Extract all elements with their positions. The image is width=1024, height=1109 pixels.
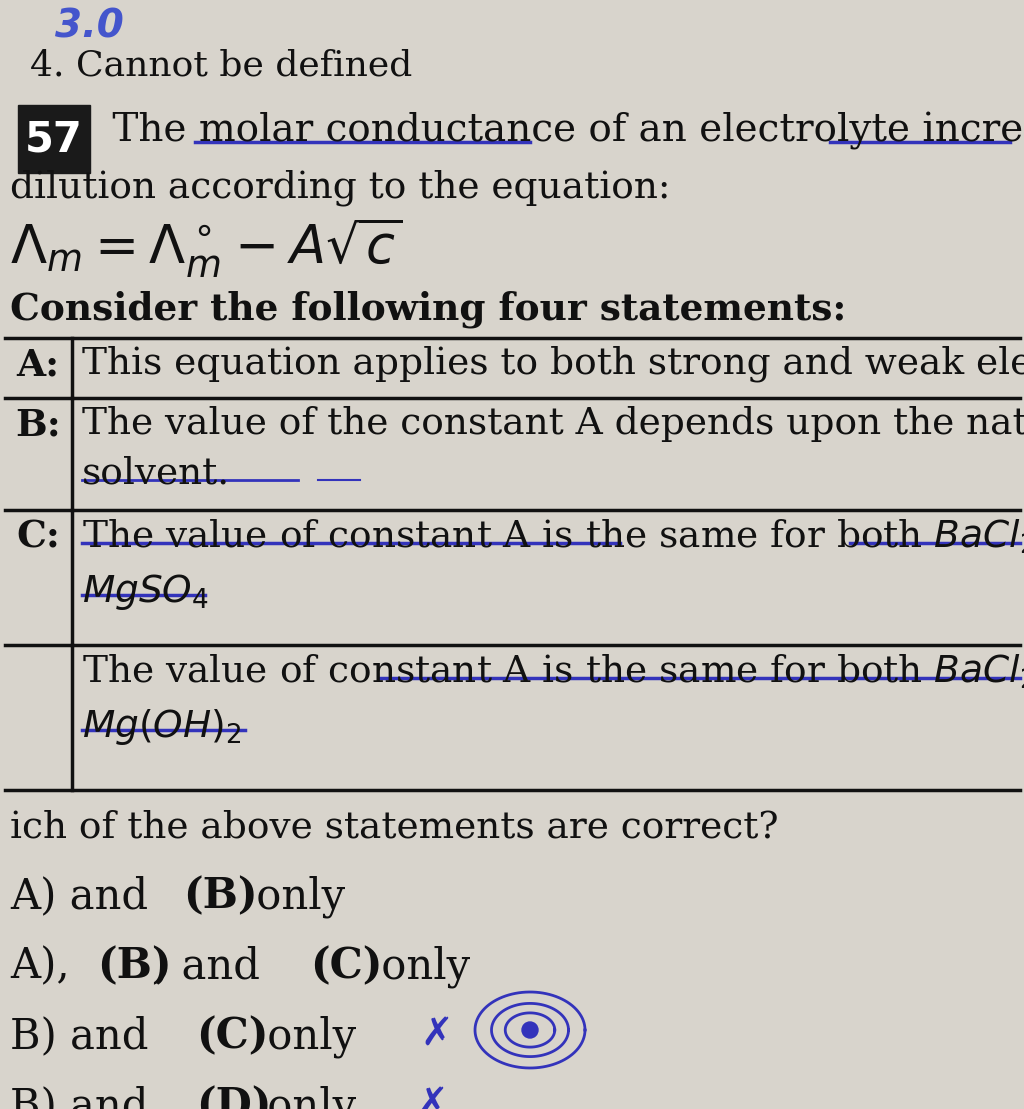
Text: B) and: B) and	[10, 1085, 162, 1109]
Text: (B): (B)	[183, 875, 258, 917]
Text: dilution according to the equation:: dilution according to the equation:	[10, 170, 671, 206]
Text: (C): (C)	[310, 945, 383, 987]
Text: only: only	[243, 875, 345, 917]
Text: $Mg(OH)_2$: $Mg(OH)_2$	[82, 708, 242, 747]
Text: The molar conductance of an electrolyte increases: The molar conductance of an electrolyte …	[100, 112, 1024, 150]
Text: Consider the following four statements:: Consider the following four statements:	[10, 289, 847, 327]
Text: B) and: B) and	[10, 1015, 162, 1057]
Text: only: only	[254, 1015, 356, 1058]
Text: (B): (B)	[97, 945, 172, 987]
Text: ✗: ✗	[420, 1015, 453, 1054]
Text: C:: C:	[16, 518, 60, 554]
Text: $MgSO_4$: $MgSO_4$	[82, 572, 209, 612]
Text: B:: B:	[15, 406, 60, 442]
Text: 4. Cannot be defined: 4. Cannot be defined	[30, 48, 413, 82]
Text: A:: A:	[16, 346, 59, 383]
Text: The value of the constant A depends upon the nature c: The value of the constant A depends upon…	[82, 406, 1024, 442]
Text: A) and: A) and	[10, 875, 162, 917]
Text: This equation applies to both strong and weak electrol: This equation applies to both strong and…	[82, 346, 1024, 383]
Text: 3.0: 3.0	[55, 8, 124, 45]
Text: The value of constant A is the same for both $BaCl_2$ a: The value of constant A is the same for …	[82, 518, 1024, 557]
Text: solvent.: solvent.	[82, 456, 230, 492]
Text: (D): (D)	[196, 1085, 271, 1109]
Text: ✗: ✗	[415, 1085, 447, 1109]
Text: The value of constant A is the same for both $BaCl_2$ a: The value of constant A is the same for …	[82, 653, 1024, 691]
Text: only: only	[368, 945, 470, 987]
Text: A),: A),	[10, 945, 83, 987]
Text: ich of the above statements are correct?: ich of the above statements are correct?	[10, 810, 778, 846]
Text: $\Lambda_m = \Lambda_m^\circ - A\sqrt{c}$: $\Lambda_m = \Lambda_m^\circ - A\sqrt{c}…	[10, 215, 403, 279]
Text: , and: , and	[155, 945, 273, 987]
Circle shape	[522, 1022, 538, 1038]
Text: 57: 57	[25, 118, 83, 160]
Text: only: only	[254, 1085, 356, 1109]
Text: (C): (C)	[196, 1015, 268, 1057]
FancyBboxPatch shape	[18, 105, 90, 173]
